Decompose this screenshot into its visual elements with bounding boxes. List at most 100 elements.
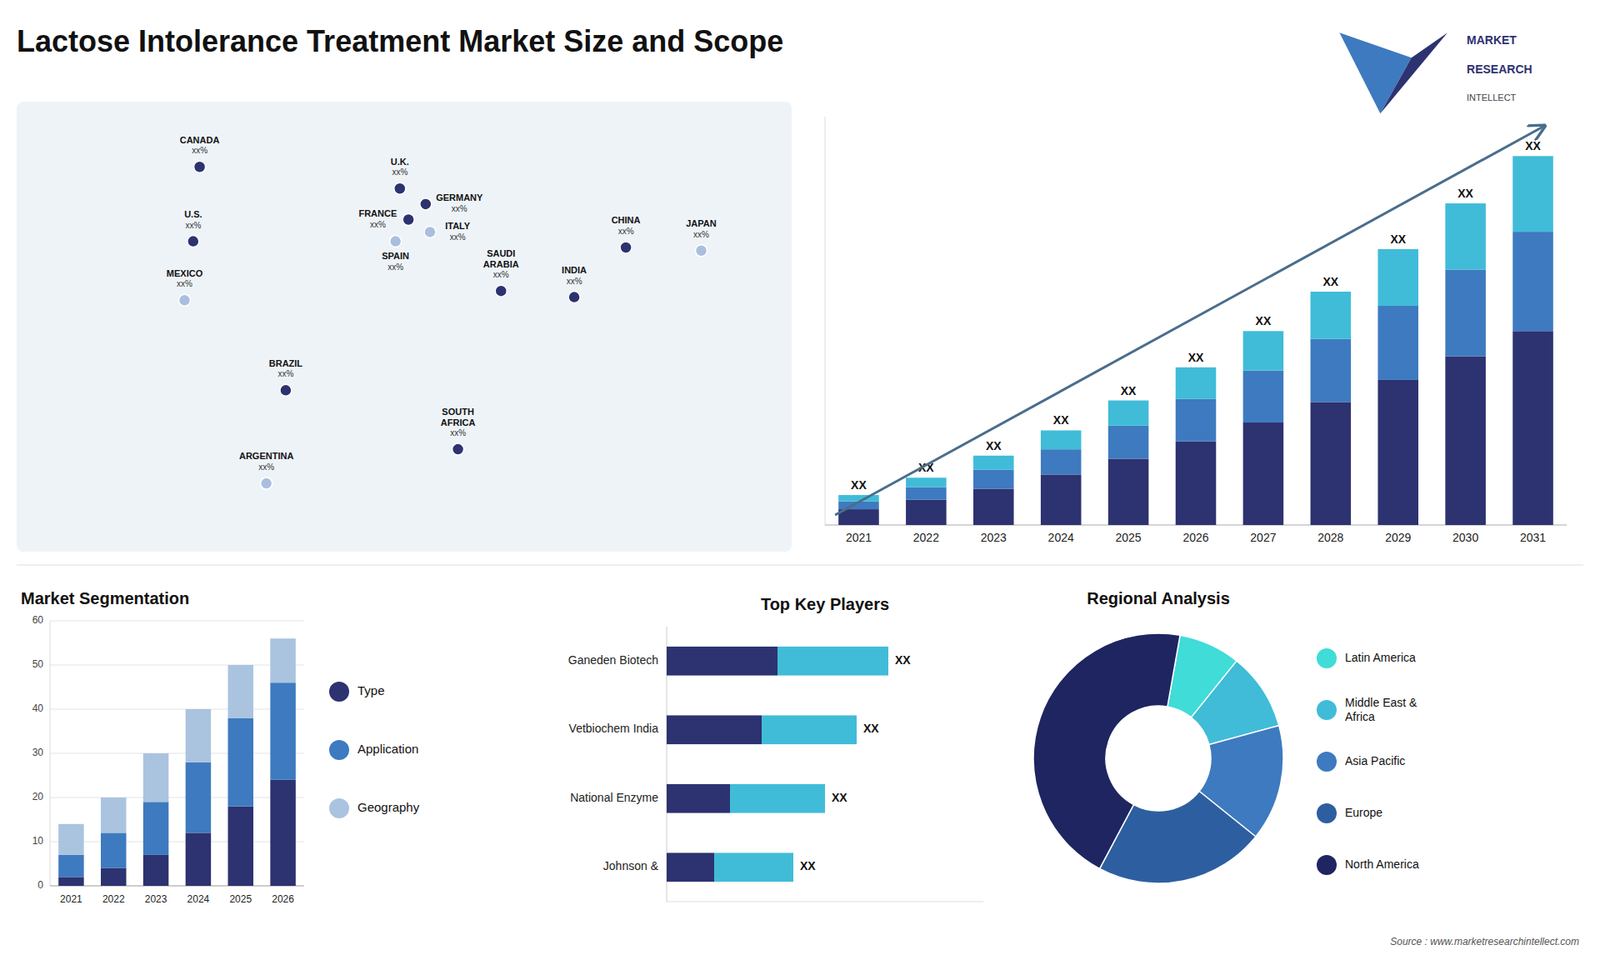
bar-segment — [100, 868, 127, 886]
bar-segment — [100, 832, 127, 868]
bar-label: XX — [1053, 413, 1070, 427]
category-label: 2022 — [102, 893, 125, 905]
country-marker — [424, 225, 436, 238]
bar-segment — [270, 638, 296, 683]
country-label: U.K. — [390, 156, 410, 167]
legend-swatch — [1316, 648, 1337, 669]
country-share: xx% — [370, 220, 386, 230]
text-line: ARABIA — [483, 259, 520, 270]
country-marker — [620, 241, 632, 254]
bar-segment — [1243, 370, 1285, 423]
bar-segment — [1377, 305, 1419, 380]
category-label: 2027 — [1250, 530, 1276, 545]
country-marker — [495, 285, 507, 297]
bar-segment — [185, 832, 212, 886]
bar-segment — [1108, 459, 1150, 525]
value-axis — [666, 901, 984, 903]
country-marker — [260, 477, 273, 490]
category-label: National Enzyme — [570, 790, 659, 805]
legend-swatch — [1316, 855, 1337, 875]
bar-segment — [905, 477, 947, 487]
chart-title: Market Segmentation — [20, 589, 190, 608]
logo-text: RESEARCH — [1466, 62, 1533, 76]
bar-segment — [1040, 430, 1082, 450]
country-marker — [390, 235, 402, 248]
bar-segment — [1377, 249, 1419, 306]
tick-label: 10 — [32, 835, 45, 847]
bar-segment — [228, 665, 255, 719]
divider — [16, 565, 1584, 566]
logo-text: MARKET — [1466, 33, 1517, 47]
grid-line — [50, 665, 305, 666]
category-label: Vetbiochem India — [569, 721, 660, 735]
legend-label: Application — [357, 741, 419, 756]
bar-segment — [1445, 203, 1486, 270]
text-line: Middle East & — [1345, 695, 1418, 709]
category-label: 2023 — [980, 530, 1007, 545]
bar-segment — [143, 753, 170, 802]
legend-label: Geography — [357, 800, 420, 815]
map-labels: CANADAxx%U.S.xx%MEXICOxx%BRAZILxx%ARGENT… — [166, 135, 717, 473]
bar-label: XX — [1188, 350, 1205, 365]
text-line: SAUDI — [486, 248, 515, 259]
country-marker — [420, 198, 432, 210]
page-title: Lactose Intolerance Treatment Market Siz… — [16, 24, 784, 59]
tick-label: 20 — [32, 790, 45, 803]
category-label: 2023 — [145, 893, 168, 905]
legend-label: Middle East &Africa — [1345, 695, 1418, 723]
country-label: SAUDIARABIA — [483, 248, 520, 270]
bar-label: XX — [1255, 314, 1272, 328]
country-marker — [187, 235, 200, 248]
category-label: 2021 — [845, 530, 872, 545]
text-line: SOUTH — [441, 406, 475, 417]
bar-label: XX — [1322, 275, 1339, 289]
country-label: U.S. — [184, 209, 202, 220]
category-label: 2026 — [1182, 530, 1209, 545]
bar-segment — [143, 801, 170, 855]
bar-segment — [185, 762, 212, 834]
country-marker — [695, 245, 708, 257]
legend-swatch — [1316, 751, 1337, 772]
bar-segment — [905, 487, 947, 500]
infographic: Lactose Intolerance Treatment Market Siz… — [0, 0, 1600, 955]
bar-segment — [714, 852, 794, 882]
bars — [666, 646, 889, 882]
map-area — [16, 101, 792, 552]
country-label: ARGENTINA — [239, 450, 294, 461]
legend-swatch — [329, 681, 350, 702]
country-marker — [280, 384, 292, 396]
grid-line — [50, 709, 305, 710]
bar-segment — [1310, 339, 1352, 403]
bar-segment — [777, 646, 889, 676]
bar-segment — [666, 784, 730, 814]
bar-segment — [838, 495, 880, 502]
legend-label: Europe — [1345, 805, 1383, 820]
legend-swatch — [329, 798, 350, 819]
tick-label: 0 — [37, 879, 44, 891]
bar-segment — [761, 715, 857, 745]
bar-segment — [973, 470, 1015, 490]
country-label: SPAIN — [381, 250, 410, 261]
tick-label: 40 — [32, 702, 45, 715]
bars — [838, 155, 1554, 525]
category-label: 2022 — [913, 530, 940, 545]
country-share: xx% — [191, 145, 208, 155]
country-share: xx% — [451, 204, 468, 214]
country-label: JAPAN — [685, 218, 717, 229]
bar-segment — [1108, 400, 1150, 426]
country-share: xx% — [693, 230, 710, 240]
category-label: 2028 — [1317, 530, 1344, 545]
bar-segment — [1243, 330, 1285, 370]
bar-segment — [1445, 356, 1486, 525]
bar-segment — [1512, 330, 1554, 525]
bar-segment — [1175, 441, 1217, 525]
legend-swatch — [1316, 803, 1337, 824]
text-line: Africa — [1345, 709, 1375, 723]
country-share: xx% — [450, 232, 466, 242]
country-label: SOUTHAFRICA — [440, 406, 476, 428]
grid-line — [50, 885, 305, 887]
bar-segment — [838, 509, 880, 525]
category-axis — [50, 885, 305, 887]
bars — [58, 638, 296, 886]
bar-segment — [973, 455, 1015, 470]
